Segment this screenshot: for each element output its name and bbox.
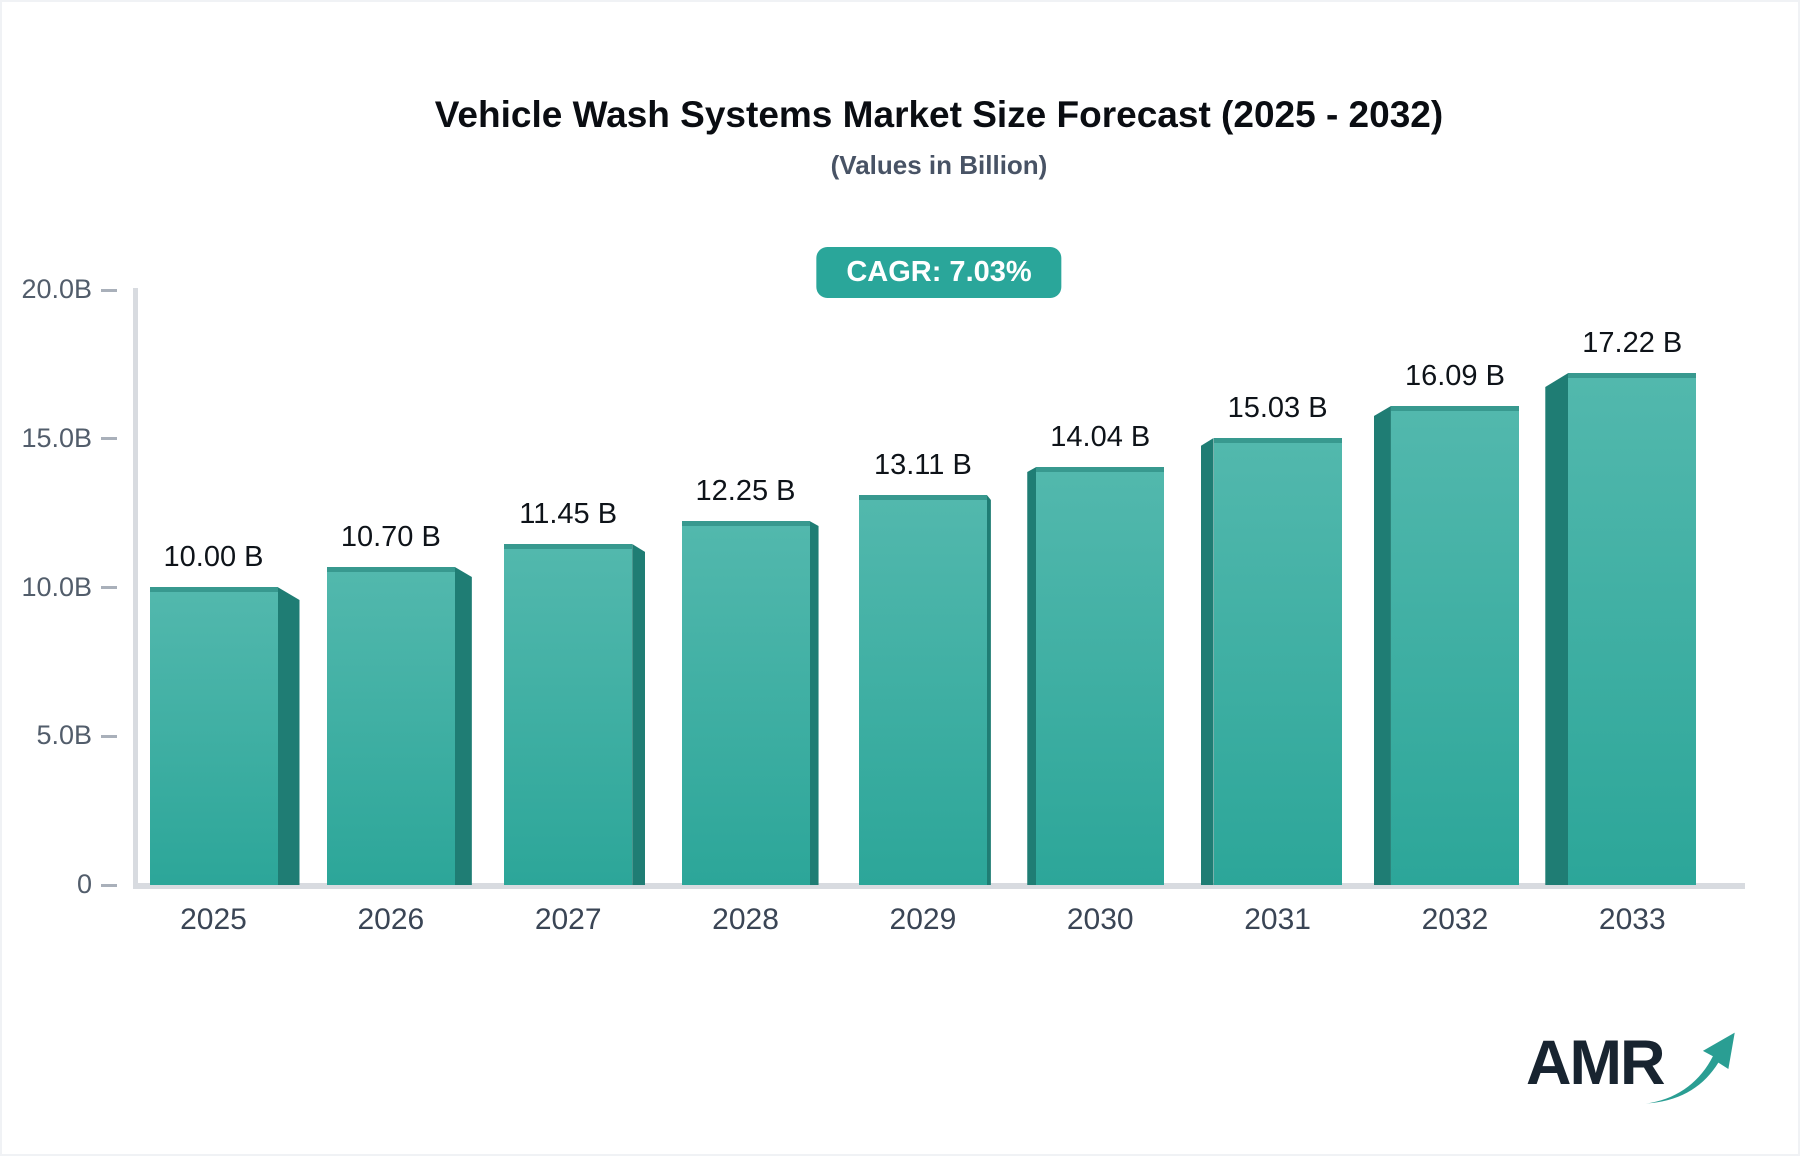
bar-value-label: 17.22 B bbox=[1582, 327, 1683, 359]
bar-side-face bbox=[809, 521, 819, 885]
amr-logo: AMR bbox=[1526, 1028, 1735, 1118]
bar-value-label: 15.03 B bbox=[1227, 392, 1328, 424]
bar-side-face bbox=[277, 587, 300, 885]
bar-value-label: 13.11 B bbox=[873, 449, 972, 481]
bar-side-face bbox=[1200, 438, 1214, 885]
y-tick-dash bbox=[101, 883, 117, 887]
x-tick-label-2027: 2027 bbox=[534, 903, 602, 936]
bar-2031[interactable] bbox=[1213, 438, 1342, 885]
y-tick-label: 10.0B bbox=[21, 571, 92, 602]
x-tick-label-2029: 2029 bbox=[889, 903, 957, 936]
x-tick-label-2028: 2028 bbox=[712, 903, 779, 936]
x-axis-line bbox=[133, 883, 1745, 889]
bar-value-label: 12.25 B bbox=[695, 475, 796, 507]
bar-side-face bbox=[1373, 406, 1391, 885]
bar-2026[interactable] bbox=[326, 567, 455, 885]
bar-value-label: 11.45 B bbox=[519, 498, 618, 530]
bar-2028[interactable] bbox=[681, 521, 810, 885]
bar-side-face bbox=[454, 567, 472, 885]
y-tick-dash bbox=[101, 437, 117, 441]
bar-side-face bbox=[986, 495, 991, 885]
bar-side-face bbox=[632, 544, 646, 885]
y-tick-label: 15.0B bbox=[21, 422, 92, 453]
y-tick-dash bbox=[101, 586, 117, 589]
amr-logo-arrow-icon bbox=[1645, 1032, 1735, 1104]
bar-2025[interactable] bbox=[149, 587, 278, 885]
bar-side-face bbox=[1027, 467, 1037, 885]
x-tick-label-2030: 2030 bbox=[1066, 903, 1134, 936]
bar-value-label: 16.09 B bbox=[1404, 360, 1505, 392]
y-axis-line bbox=[133, 288, 138, 885]
bar-2029[interactable] bbox=[858, 495, 987, 885]
y-tick-label: 0 bbox=[76, 869, 92, 899]
x-tick-label-2026: 2026 bbox=[357, 903, 425, 936]
x-tick-label-2033: 2033 bbox=[1598, 903, 1666, 936]
bar-2027[interactable] bbox=[504, 544, 633, 885]
x-tick-label-2032: 2032 bbox=[1421, 903, 1489, 936]
bar-value-label: 10.00 B bbox=[163, 541, 264, 573]
y-tick-label: 20.0B bbox=[21, 274, 92, 304]
y-tick-label: 5.0B bbox=[36, 720, 92, 751]
x-tick-label-2031: 2031 bbox=[1244, 903, 1311, 936]
bar-value-label: 10.70 B bbox=[340, 521, 441, 553]
bar-side-face bbox=[1545, 373, 1569, 885]
cagr-badge: CAGR: 7.03% bbox=[816, 247, 1062, 298]
chart-subtitle: (Values in Billion) bbox=[830, 150, 1048, 180]
amr-logo-text: AMR bbox=[1526, 1028, 1665, 1098]
bar-2030[interactable] bbox=[1036, 467, 1165, 885]
chart-title: Vehicle Wash Systems Market Size Forecas… bbox=[434, 94, 1444, 135]
y-tick-dash bbox=[101, 734, 117, 738]
y-tick-dash bbox=[101, 288, 117, 292]
bar-value-label: 14.04 B bbox=[1050, 421, 1151, 453]
x-tick-label-2025: 2025 bbox=[180, 903, 247, 936]
bar-2032[interactable] bbox=[1390, 406, 1519, 885]
bar-2033[interactable] bbox=[1568, 373, 1697, 885]
